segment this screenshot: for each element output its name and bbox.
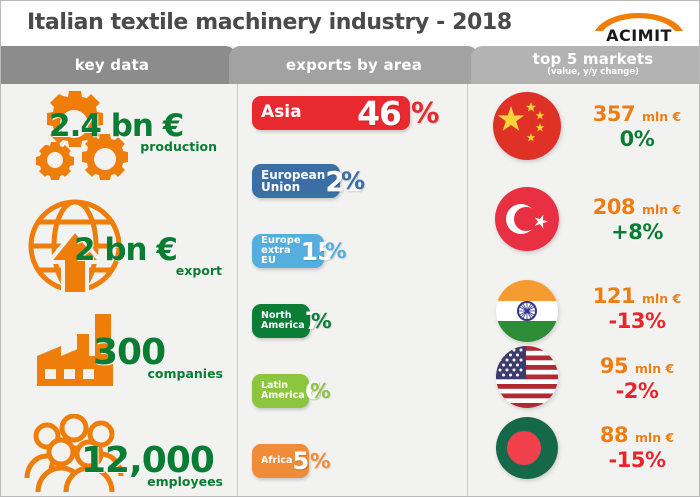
- key-data-label-employees: employees: [147, 474, 223, 489]
- page-title: Italian textile machinery industry - 201…: [27, 10, 512, 35]
- china-flag: [493, 92, 561, 160]
- market-value-number-usa: 95: [599, 354, 629, 378]
- market-value-usa: 95 mln €: [578, 354, 696, 378]
- header: Italian textile machinery industry - 201…: [1, 1, 699, 46]
- market-value-unit-bangladesh: mln €: [634, 430, 675, 445]
- export-bar-asia: Asia 46: [252, 93, 410, 133]
- globe-arrow-icon: [25, 196, 125, 301]
- export-bar-row-european-union: European Union 21 %: [252, 164, 365, 198]
- market-change-bangladesh: -15%: [608, 448, 666, 472]
- market-value-unit-turkey: mln €: [641, 202, 682, 217]
- export-bar-percent-north-america: %: [311, 309, 332, 333]
- export-bar-africa: Africa 5: [252, 444, 309, 478]
- bangladesh-flag: [496, 417, 558, 479]
- market-row-china: 357 mln € 0%: [468, 92, 699, 166]
- export-bar-percent-europe-extra-eu: %: [325, 238, 347, 264]
- market-value-unit-china: mln €: [641, 109, 682, 124]
- export-bar-name-europe-extra-eu: Europe extra EU: [261, 234, 301, 267]
- export-bar-name-africa: Africa: [261, 455, 293, 467]
- market-row-india: 121 mln € -13%: [468, 280, 699, 354]
- market-value-india: 121 mln €: [578, 284, 696, 308]
- key-data-column: 2.4 bn € production 2 bn: [1, 84, 237, 496]
- tab-top-5-markets[interactable]: top 5 markets (value, y/y change): [471, 46, 699, 84]
- market-value-bangladesh: 88 mln €: [578, 423, 696, 447]
- export-bar-north-america: North America 7: [252, 304, 321, 338]
- tab-top5-label: top 5 markets: [532, 50, 654, 68]
- acimit-logo-text: ACIMIT: [606, 26, 672, 43]
- india-flag: [496, 280, 558, 342]
- export-bar-latin-america: Latin America 6: [252, 374, 321, 408]
- market-value-number-india: 121: [592, 284, 636, 308]
- key-data-row-export: 2 bn € export: [1, 196, 237, 296]
- export-bar-value-latin-america: 6: [304, 377, 322, 405]
- market-change-india: -13%: [608, 309, 666, 333]
- market-value-number-bangladesh: 88: [599, 423, 629, 447]
- factory-icon: [33, 312, 125, 397]
- turkey-flag: [495, 187, 559, 251]
- key-data-value-export: 2 bn €: [74, 232, 178, 268]
- tab-key-data-label: key data: [74, 56, 150, 74]
- export-bar-value-asia: 46: [357, 93, 402, 133]
- tab-exports-by-area[interactable]: exports by area: [229, 46, 479, 84]
- export-bar-name-european-union: European Union: [261, 167, 326, 194]
- key-data-label-companies: companies: [147, 366, 223, 381]
- column-tabs: key data exports by area top 5 markets (…: [1, 46, 699, 84]
- export-bar-percent-africa: %: [310, 449, 331, 473]
- market-value-china: 357 mln €: [578, 102, 696, 126]
- market-value-unit-usa: mln €: [634, 361, 675, 376]
- people-icon: [23, 413, 133, 496]
- export-bar-value-north-america: 7: [304, 307, 322, 335]
- key-data-row-production: 2.4 bn € production: [1, 90, 237, 185]
- tab-key-data[interactable]: key data: [1, 46, 237, 84]
- export-bar-percent-european-union: %: [341, 167, 365, 195]
- export-bar-european-union: European Union 21: [252, 164, 363, 198]
- market-value-turkey: 208 mln €: [578, 195, 696, 219]
- export-bar-europe-extra-eu: Europe extra EU 15: [252, 234, 334, 268]
- key-data-label-production: production: [140, 139, 217, 154]
- export-bar-row-latin-america: Latin America 6 %: [252, 374, 331, 408]
- export-bar-name-latin-america: Latin America: [261, 380, 305, 401]
- market-row-turkey: 208 mln € +8%: [468, 187, 699, 261]
- tab-top5-sublabel: (value, y/y change): [547, 67, 639, 77]
- key-data-label-export: export: [175, 263, 222, 278]
- key-data-row-employees: 12,000 employees: [1, 404, 237, 494]
- key-data-value-companies: 300: [93, 332, 166, 373]
- market-value-unit-india: mln €: [641, 291, 682, 306]
- key-data-value-employees: 12,000: [81, 440, 215, 481]
- top-5-markets-column: 357 mln € 0% 208 mln €: [468, 84, 699, 496]
- market-change-usa: -2%: [615, 379, 659, 403]
- market-value-number-china: 357: [592, 102, 636, 126]
- export-bar-percent-latin-america: %: [310, 379, 331, 403]
- gears-icon: [15, 90, 135, 190]
- export-bar-value-africa: 5: [292, 447, 309, 475]
- export-bar-percent-asia: %: [411, 96, 439, 130]
- acimit-logo: ACIMIT: [589, 5, 689, 43]
- key-data-value-production: 2.4 bn €: [49, 108, 184, 144]
- export-bar-row-asia: Asia 46 %: [252, 93, 439, 133]
- export-bar-row-africa: Africa 5 %: [252, 444, 331, 478]
- market-change-china: 0%: [619, 127, 655, 151]
- usa-flag: [496, 346, 558, 408]
- export-bar-name-asia: Asia: [261, 102, 302, 123]
- key-data-row-companies: 300 companies: [1, 306, 237, 396]
- exports-by-area-column: Asia 46 % European Union 21 % Europe ext…: [237, 84, 468, 496]
- export-bar-value-europe-extra-eu: 15: [300, 236, 335, 266]
- export-bar-row-north-america: North America 7 %: [252, 304, 332, 338]
- export-bar-value-european-union: 21: [325, 164, 363, 198]
- market-row-bangladesh: 88 mln € -15%: [468, 417, 699, 491]
- market-row-usa: 95 mln € -2%: [468, 346, 699, 420]
- tab-exports-label: exports by area: [285, 56, 423, 74]
- export-bar-name-north-america: North America: [261, 310, 305, 331]
- market-value-number-turkey: 208: [592, 195, 636, 219]
- export-bar-row-europe-extra-eu: Europe extra EU 15 %: [252, 234, 347, 268]
- market-change-turkey: +8%: [611, 220, 663, 244]
